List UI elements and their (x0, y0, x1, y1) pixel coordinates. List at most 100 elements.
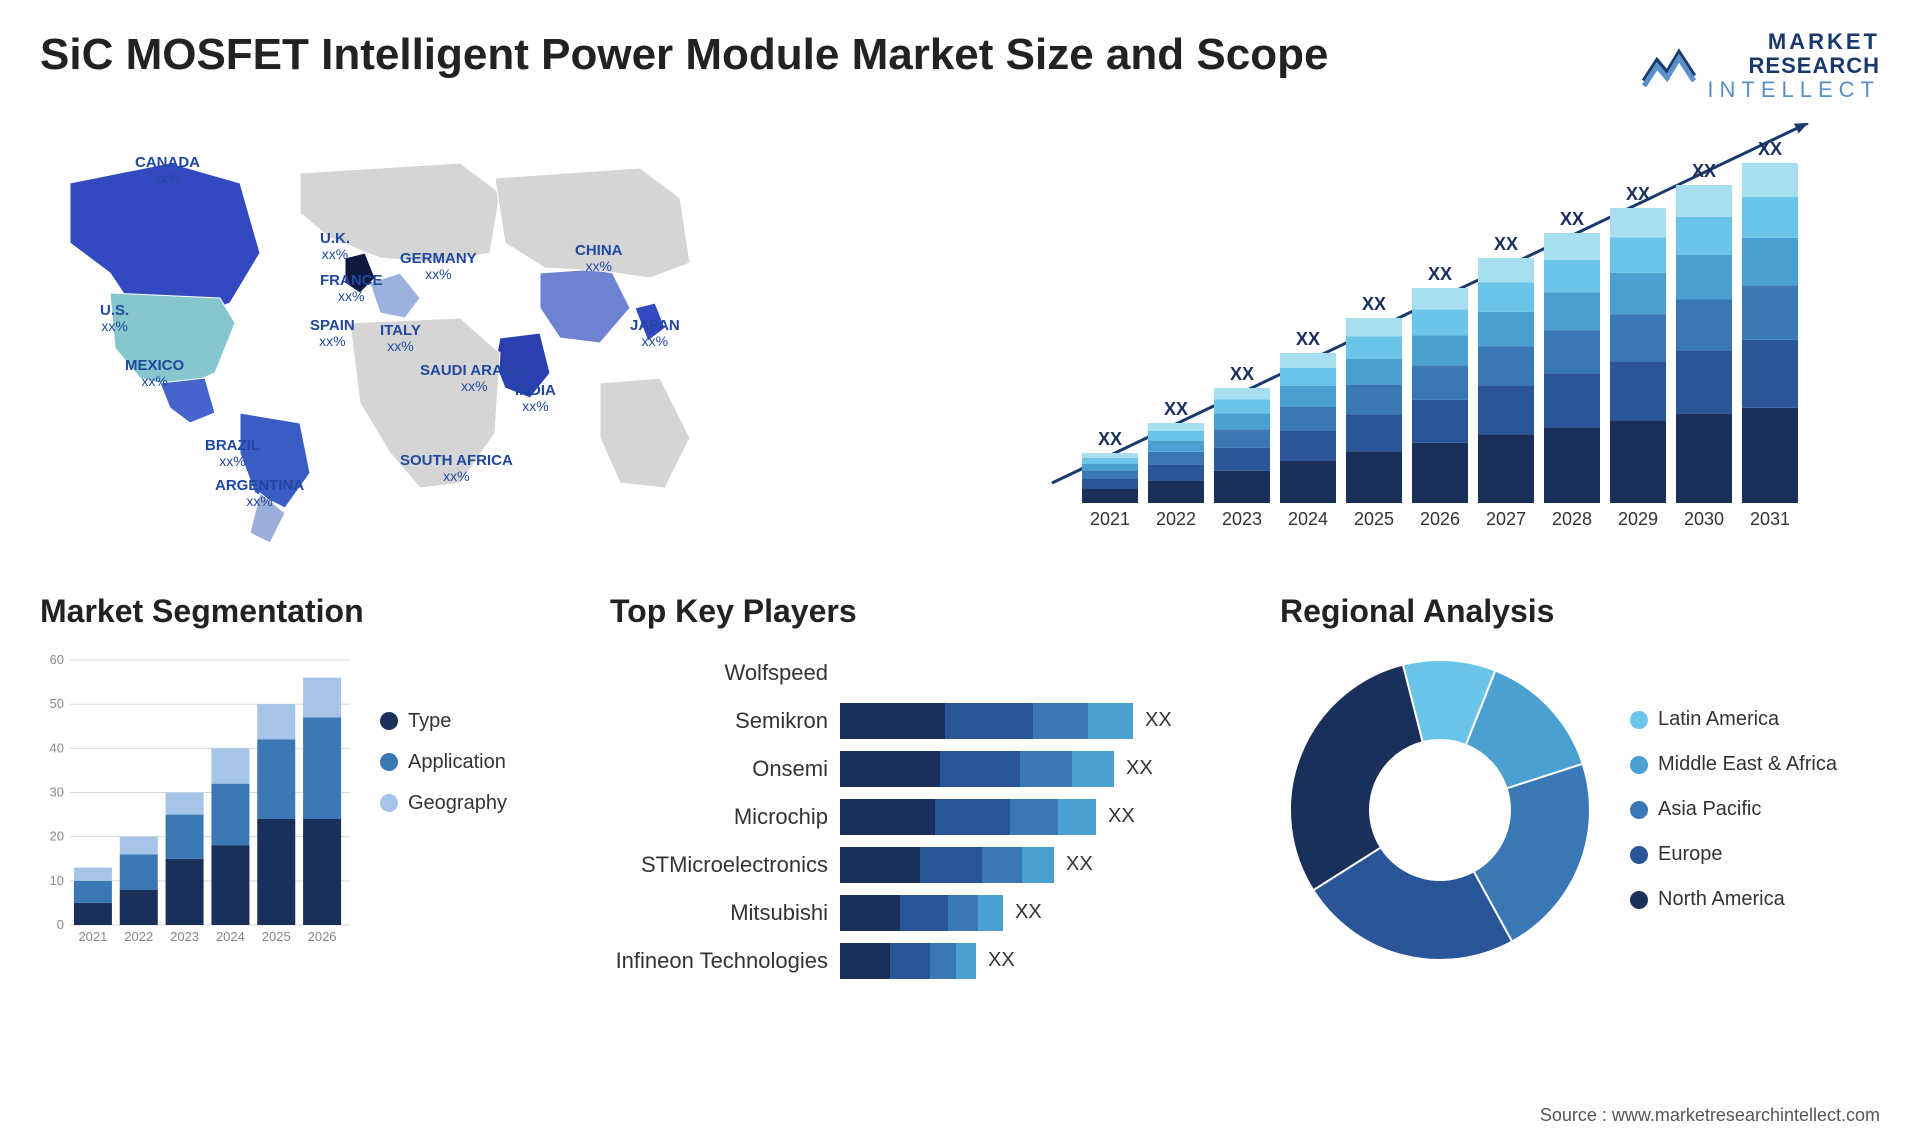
world-map-panel: CANADAxx%U.S.xx%MEXICOxx%BRAZILxx%ARGENT… (40, 123, 920, 543)
legend-dot (1630, 756, 1648, 774)
legend-item: Middle East & Africa (1630, 753, 1837, 776)
legend-label: Latin America (1658, 708, 1779, 731)
player-bar (840, 895, 1003, 931)
svg-text:XX: XX (1494, 234, 1518, 254)
svg-text:2024: 2024 (216, 929, 245, 944)
svg-text:60: 60 (50, 652, 64, 667)
map-label: FRANCExx% (320, 273, 383, 305)
svg-text:2029: 2029 (1618, 509, 1658, 529)
svg-text:2028: 2028 (1552, 509, 1592, 529)
player-value: XX (988, 949, 1015, 972)
brand-logo: MARKET RESEARCH INTELLECT (1639, 30, 1880, 103)
player-bar (840, 703, 1133, 739)
player-row: Wolfspeed (610, 650, 1230, 696)
legend-label: North America (1658, 888, 1785, 911)
player-row: Microchip XX (610, 794, 1230, 840)
svg-text:XX: XX (1098, 429, 1122, 449)
svg-text:XX: XX (1758, 139, 1782, 159)
svg-text:2027: 2027 (1486, 509, 1526, 529)
segmentation-title: Market Segmentation (40, 593, 560, 630)
svg-text:2023: 2023 (1222, 509, 1262, 529)
map-label: GERMANYxx% (400, 251, 477, 283)
legend-dot (380, 794, 398, 812)
svg-text:30: 30 (50, 784, 64, 799)
legend-dot (380, 712, 398, 730)
regional-panel: Regional Analysis Latin AmericaMiddle Ea… (1280, 593, 1880, 973)
logo-icon (1639, 41, 1699, 91)
regional-donut-chart (1280, 650, 1600, 970)
player-row: SemikronXX (610, 698, 1230, 744)
map-label: CHINAxx% (575, 243, 623, 275)
source-text: Source : www.marketresearchintellect.com (1540, 1105, 1880, 1126)
map-label: INDIAxx% (515, 383, 556, 415)
svg-text:2030: 2030 (1684, 509, 1724, 529)
player-row: STMicroelectronics XX (610, 842, 1230, 888)
logo-line2: RESEARCH (1707, 54, 1880, 78)
map-label: MEXICOxx% (125, 358, 184, 390)
legend-label: Asia Pacific (1658, 798, 1761, 821)
player-label: Semikron (610, 708, 840, 734)
legend-label: Type (408, 710, 451, 733)
svg-text:2026: 2026 (1420, 509, 1460, 529)
players-panel: Top Key Players WolfspeedSemikronXXOnsem… (610, 593, 1230, 973)
legend-dot (380, 753, 398, 771)
legend-item: Type (380, 710, 507, 733)
svg-text:XX: XX (1560, 209, 1584, 229)
player-value: XX (1015, 901, 1042, 924)
player-value: XX (1126, 757, 1153, 780)
svg-text:50: 50 (50, 696, 64, 711)
legend-dot (1630, 891, 1648, 909)
svg-text:XX: XX (1626, 184, 1650, 204)
player-value: XX (1066, 853, 1093, 876)
player-label: Infineon Technologies (610, 948, 840, 974)
svg-text:2022: 2022 (124, 929, 153, 944)
map-label: U.S.xx% (100, 303, 129, 335)
growth-chart-panel: XX2021XX2022XX2023XX2024XX2025XX2026XX20… (960, 123, 1880, 543)
legend-dot (1630, 801, 1648, 819)
segmentation-legend: Type Application Geography (380, 650, 507, 815)
player-label: Onsemi (610, 756, 840, 782)
player-row: Mitsubishi XX (610, 890, 1230, 936)
svg-text:2025: 2025 (1354, 509, 1394, 529)
map-label: SPAINxx% (310, 318, 355, 350)
legend-label: Geography (408, 792, 507, 815)
svg-text:XX: XX (1362, 294, 1386, 314)
map-label: JAPANxx% (630, 318, 680, 350)
player-bar (840, 943, 976, 979)
map-label: SAUDI ARABIAxx% (420, 363, 529, 395)
svg-text:20: 20 (50, 828, 64, 843)
svg-text:2025: 2025 (262, 929, 291, 944)
legend-label: Application (408, 751, 506, 774)
svg-text:40: 40 (50, 740, 64, 755)
growth-bar-chart: XX2021XX2022XX2023XX2024XX2025XX2026XX20… (960, 123, 1880, 543)
legend-item: Application (380, 751, 507, 774)
legend-item: Latin America (1630, 708, 1837, 731)
svg-text:2022: 2022 (1156, 509, 1196, 529)
svg-text:2026: 2026 (308, 929, 337, 944)
svg-text:0: 0 (57, 917, 64, 932)
player-label: Microchip (610, 804, 840, 830)
legend-dot (1630, 711, 1648, 729)
player-label: STMicroelectronics (610, 852, 840, 878)
legend-label: Middle East & Africa (1658, 753, 1837, 776)
svg-text:XX: XX (1428, 264, 1452, 284)
regional-legend: Latin America Middle East & Africa Asia Pa… (1630, 708, 1837, 911)
logo-line1: MARKET (1707, 30, 1880, 54)
map-label: BRAZILxx% (205, 438, 260, 470)
player-bar (840, 751, 1114, 787)
map-label: ARGENTINAxx% (215, 478, 304, 510)
svg-text:XX: XX (1296, 329, 1320, 349)
player-label: Wolfspeed (610, 660, 840, 686)
player-value: XX (1108, 805, 1135, 828)
svg-text:2021: 2021 (78, 929, 107, 944)
players-title: Top Key Players (610, 593, 1230, 630)
svg-text:XX: XX (1164, 399, 1188, 419)
svg-text:10: 10 (50, 872, 64, 887)
svg-text:2023: 2023 (170, 929, 199, 944)
map-label: SOUTH AFRICAxx% (400, 453, 513, 485)
player-row: Onsemi XX (610, 746, 1230, 792)
legend-item: Geography (380, 792, 507, 815)
svg-text:2024: 2024 (1288, 509, 1328, 529)
player-label: Mitsubishi (610, 900, 840, 926)
players-list: WolfspeedSemikronXXOnsemiXXMicrochipXXST… (610, 650, 1230, 984)
